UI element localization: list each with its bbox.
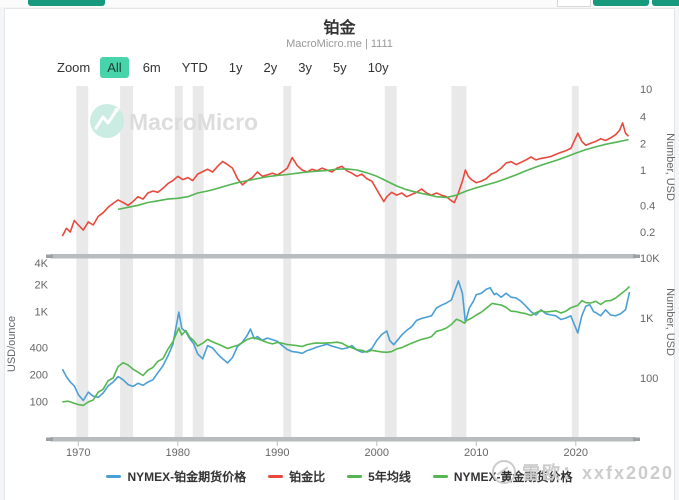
x-axis-tick-label: 2010 [464,447,488,459]
range-button-ytd[interactable]: YTD [181,60,208,75]
y-axis-tick-label: 400 [30,343,48,355]
x-axis-tick-label: 2020 [564,447,588,459]
zoom-label: Zoom [57,60,91,75]
page-title: 铂金 [323,20,356,37]
y-axis-tick-label: 10 [640,84,652,96]
top-left-button[interactable] [28,0,105,6]
top-right-axis-title: Number, USD [664,133,676,201]
recession-band [174,86,183,437]
bottom-right-axis-title: Number, USD [664,288,676,356]
recession-band [76,86,89,437]
range-button-3y[interactable]: 3y [298,60,312,75]
legend-dash-icon [432,475,448,478]
legend-dash-icon [347,475,363,478]
y-axis-tick-label: 100 [640,373,658,385]
range-button-all[interactable]: All [100,57,129,78]
top-right-button-2[interactable] [652,0,679,6]
series-bottom-line [62,285,631,407]
range-button-5y[interactable]: 5y [332,60,347,75]
chart-legend: NYMEX-铂金期货价格 铂金比 5年均线 NYMEX-黄金期货价格 [0,468,679,485]
top-strip [0,0,679,7]
x-axis-tick-label: 1970 [66,447,90,459]
x-axis-tick-label: 2000 [365,447,389,459]
range-button-10y[interactable]: 10y [367,60,389,75]
chart-subtitle: MacroMicro.me | 1111 [286,38,393,50]
top-right-button-1[interactable] [593,0,649,6]
legend-dash-icon [106,475,122,478]
x-axis-tick-label: 1980 [166,447,190,459]
recession-band [120,86,134,437]
legend-item[interactable]: 铂金比 [268,468,325,485]
recession-band [192,86,204,437]
zoom-toolbar: Zoom All 6m YTD 1y 2y 3y 5y 10y [57,57,403,78]
recession-band [451,86,467,437]
y-axis-tick-label: 0.4 [640,200,655,212]
range-button-1y[interactable]: 1y [228,60,243,75]
y-axis-tick-label: 0.2 [640,227,655,239]
macromicro-logo-icon [94,109,118,130]
y-axis-tick-label: 4 [640,112,646,124]
legend-label: 5年均线 [368,470,411,484]
macromicro-watermark-text: MacroMicro [129,109,258,135]
series-bottom-line [61,280,631,402]
y-axis-tick-label: 4K [35,258,49,270]
y-axis-tick-label: 1K [640,313,654,325]
y-axis-tick-label: 200 [30,370,48,382]
panel-resize-handle[interactable] [50,254,636,259]
panel-resize-handle[interactable] [50,437,636,442]
legend-dash-icon [268,475,284,478]
recession-band [571,86,579,437]
top-search-input[interactable] [557,0,591,7]
y-axis-tick-label: 1 [640,165,646,177]
range-button-2y[interactable]: 2y [263,60,278,75]
series-top-line [61,122,630,237]
x-axis-tick-label: 1990 [265,447,289,459]
y-axis-tick-label: 100 [30,397,48,409]
macromicro-watermark: MacroMicro [90,104,258,138]
recession-band [384,86,397,437]
y-axis-tick-label: 2K [35,280,49,292]
recession-band [283,86,292,437]
range-button-6m[interactable]: 6m [142,60,161,75]
y-axis-tick-label: 10K [640,253,660,265]
bottom-left-axis-title: USD/ounce [6,316,18,372]
legend-item[interactable]: NYMEX-黄金期货价格 [432,468,573,485]
legend-label: NYMEX-铂金期货价格 [127,470,247,484]
legend-label: NYMEX-黄金期货价格 [453,470,573,484]
y-axis-tick-label: 2 [640,138,646,150]
legend-item[interactable]: NYMEX-铂金期货价格 [106,468,246,485]
y-axis-tick-label: 1K [35,307,49,319]
legend-item[interactable]: 5年均线 [347,468,411,485]
legend-label: 铂金比 [289,470,326,484]
series-top-line [117,138,629,211]
